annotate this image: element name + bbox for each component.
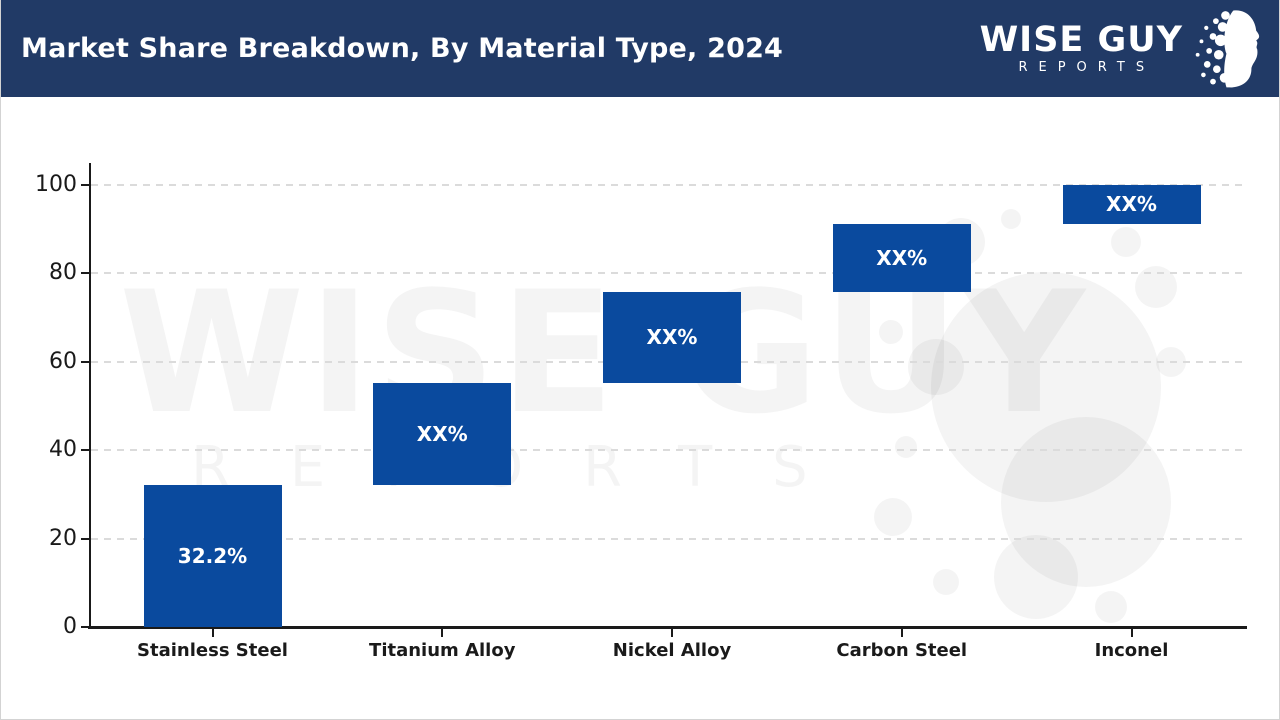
gridline (91, 537, 1244, 540)
bar-value-label: XX% (1106, 192, 1157, 217)
y-tick-mark (81, 360, 89, 363)
y-tick-mark (81, 537, 89, 540)
x-axis-line (88, 626, 1247, 629)
bar-value-label: XX% (416, 421, 468, 446)
x-category-label: Nickel Alloy (612, 640, 732, 661)
waterfall-chart: WISE GUY REPORTS (1, 97, 1279, 719)
x-tick-mark (211, 629, 214, 637)
bar-titanium-alloy: XX% (373, 383, 512, 485)
x-category-label: Carbon Steel (836, 640, 968, 661)
x-category-label: Inconel (1094, 640, 1169, 661)
x-tick-mark (441, 629, 444, 637)
y-tick-label: 80 (49, 260, 77, 286)
bar-value-label: XX% (876, 245, 928, 270)
bar-value-label: XX% (646, 325, 698, 350)
gridline (91, 449, 1244, 452)
logo-subtitle: REPORTS (1018, 59, 1156, 75)
logo-wordmark: WISE GUY (979, 19, 1183, 60)
y-axis-line (89, 163, 91, 627)
y-tick-mark (81, 272, 89, 275)
x-category-label: Stainless Steel (137, 640, 288, 661)
x-tick-mark (1130, 629, 1133, 637)
dotted-head-logo-icon (1195, 9, 1260, 87)
y-tick-label: 60 (49, 348, 77, 374)
y-tick-mark (81, 626, 89, 628)
bar-value-label: 32.2% (177, 543, 248, 568)
x-category-label: Titanium Alloy (369, 640, 516, 661)
bar-carbon-steel: XX% (832, 223, 971, 292)
bar-nickel-alloy: XX% (603, 291, 741, 383)
page-title: Market Share Breakdown, By Material Type… (21, 33, 784, 64)
gridline (91, 272, 1244, 275)
gridline (91, 184, 1244, 186)
y-tick-label: 100 (35, 172, 77, 197)
x-tick-mark (900, 629, 903, 637)
x-tick-mark (671, 629, 673, 637)
y-tick-label: 20 (49, 525, 77, 551)
wise-guy-reports-logo: WISE GUY REPORTS (980, 7, 1261, 91)
y-tick-label: 0 (63, 614, 77, 639)
watermark-subtitle: REPORTS (191, 435, 868, 500)
y-tick-mark (81, 184, 89, 186)
logo-text: WISE GUY REPORTS (980, 22, 1183, 76)
header-banner: Market Share Breakdown, By Material Type… (1, 0, 1279, 97)
y-tick-label: 40 (49, 437, 77, 463)
watermark-wordmark: WISE GUY (119, 255, 1085, 451)
bar-stainless-steel: 32.2% (143, 484, 282, 627)
y-tick-mark (81, 449, 89, 452)
bar-inconel: XX% (1062, 185, 1201, 224)
